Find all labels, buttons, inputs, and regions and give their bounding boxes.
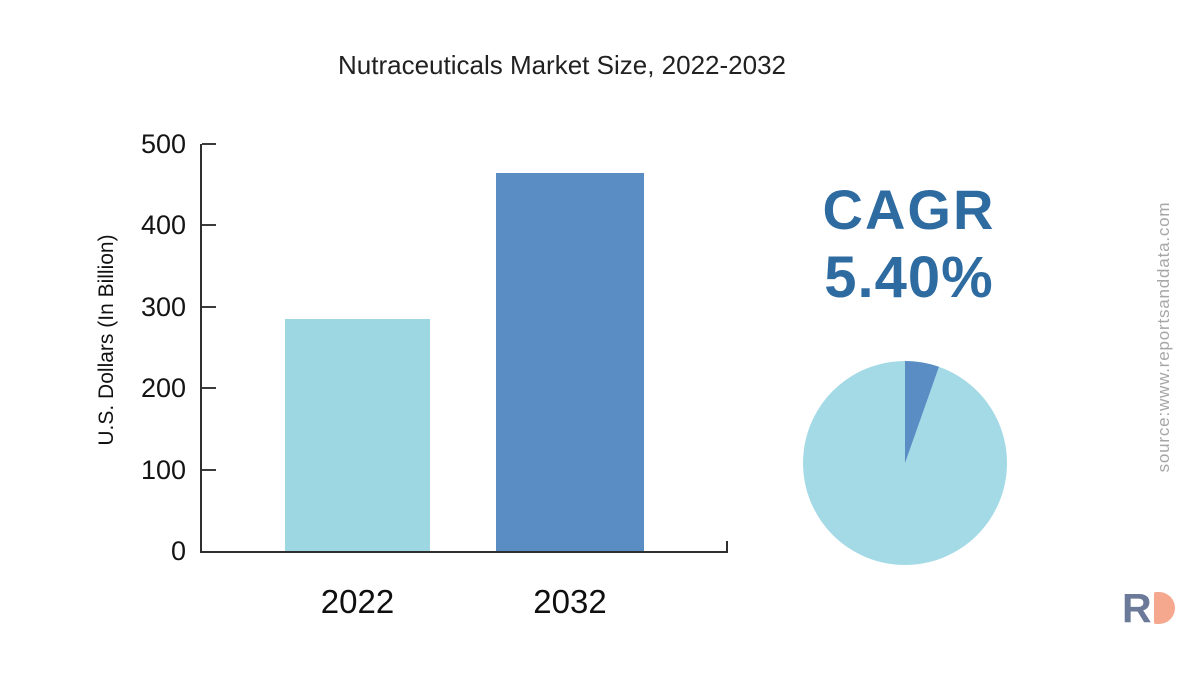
cagr-value: 5.40% — [824, 245, 994, 310]
y-tick-mark — [202, 468, 216, 471]
logo-d-shape — [1153, 592, 1175, 624]
y-tick-mark — [202, 305, 216, 308]
y-tick-mark — [202, 387, 216, 390]
x-tick-label: 2022 — [320, 583, 395, 620]
bar-2022 — [285, 319, 430, 551]
y-tick-label: 500 — [140, 129, 186, 159]
cagr-label: CAGR — [822, 178, 996, 241]
pie-cagr-wedge — [905, 361, 939, 463]
cagr-annotation: CAGR 5.40% — [759, 178, 1059, 314]
chart-title: Nutraceuticals Market Size, 2022-2032 — [337, 50, 786, 80]
y-tick-mark — [202, 143, 216, 145]
y-tick-label: 100 — [140, 454, 186, 485]
logo-letter-r: R — [1122, 585, 1152, 631]
x-tick-label: 2032 — [533, 583, 607, 620]
x-axis-end-tick — [726, 541, 728, 551]
y-tick-label: 300 — [140, 291, 186, 322]
y-tick-label: 200 — [140, 373, 186, 404]
y-tick-label: 0 — [170, 536, 186, 566]
plot-area: 0 100 200 300 400 500 2022 2032 — [141, 129, 728, 620]
y-tick-label: 400 — [140, 210, 186, 241]
y-tick-mark — [202, 224, 216, 227]
pie-chart — [803, 361, 1007, 565]
y-axis-title: U.S. Dollars (In Billion) — [95, 234, 118, 446]
reportsanddata-logo: R — [1122, 585, 1175, 631]
bar-2032 — [496, 172, 644, 551]
source-note: source:www.reportsanddata.com — [1154, 201, 1173, 473]
